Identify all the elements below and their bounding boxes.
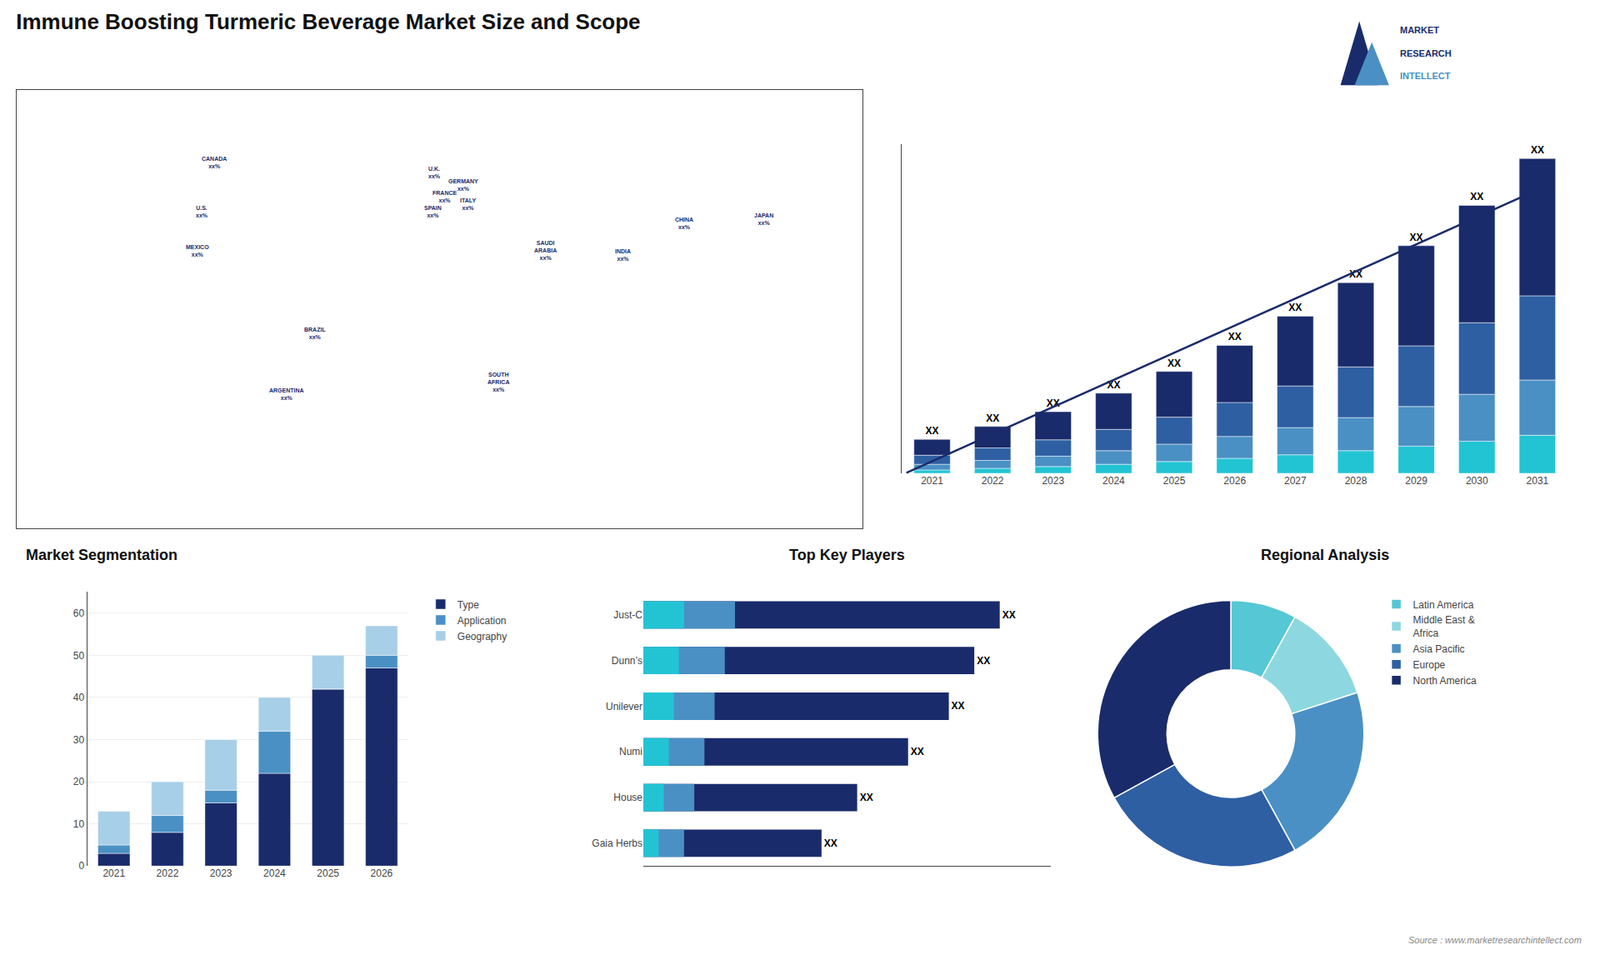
svg-text:2024: 2024: [263, 867, 286, 880]
svg-text:XX: XX: [1470, 190, 1484, 203]
svg-text:JAPANxx%: JAPANxx%: [754, 212, 774, 226]
svg-text:Asia Pacific: Asia Pacific: [1413, 643, 1465, 655]
svg-text:Unilever: Unilever: [605, 700, 643, 713]
svg-text:Market Segmentation: Market Segmentation: [25, 546, 178, 564]
svg-text:XX: XX: [910, 745, 925, 758]
svg-text:U.K.xx%: U.K.xx%: [428, 165, 441, 180]
svg-text:XX: XX: [925, 425, 940, 437]
svg-text:RESEARCH: RESEARCH: [1400, 48, 1452, 59]
svg-text:2022: 2022: [981, 475, 1005, 487]
svg-text:2028: 2028: [1345, 475, 1368, 487]
svg-text:CANADAxx%: CANADAxx%: [201, 155, 227, 170]
svg-text:2022: 2022: [156, 867, 180, 880]
svg-text:XX: XX: [951, 700, 965, 712]
svg-text:XX: XX: [1046, 397, 1060, 410]
svg-text:2023: 2023: [210, 867, 233, 880]
svg-text:Numi: Numi: [619, 745, 643, 758]
svg-text:2026: 2026: [370, 867, 394, 880]
svg-text:Geography: Geography: [457, 630, 507, 643]
svg-text:INDIAxx%: INDIAxx%: [615, 248, 631, 262]
svg-text:XX: XX: [976, 655, 990, 667]
svg-text:U.S.xx%: U.S.xx%: [195, 205, 209, 219]
svg-text:XX: XX: [860, 791, 874, 804]
svg-text:2025: 2025: [316, 867, 340, 880]
svg-text:Regional Analysis: Regional Analysis: [1260, 546, 1390, 564]
svg-text:XX: XX: [1410, 231, 1424, 244]
svg-text:BRAZILxx%: BRAZILxx%: [304, 326, 326, 340]
svg-text:GERMANYxx%: GERMANYxx%: [448, 178, 479, 192]
svg-text:2023: 2023: [1041, 475, 1065, 487]
svg-text:ARGENTINAxx%: ARGENTINAxx%: [269, 387, 305, 401]
svg-text:2030: 2030: [1465, 475, 1489, 487]
svg-text:30: 30: [73, 734, 85, 746]
svg-text:XX: XX: [1228, 330, 1242, 343]
svg-text:2029: 2029: [1405, 475, 1428, 487]
svg-text:Dunn’s: Dunn’s: [611, 655, 643, 667]
svg-text:XX: XX: [1002, 609, 1016, 621]
svg-text:House: House: [613, 791, 643, 804]
svg-text:60: 60: [73, 607, 85, 620]
svg-text:2021: 2021: [102, 867, 125, 880]
svg-text:2026: 2026: [1223, 475, 1246, 487]
svg-text:MEXICOxx%: MEXICOxx%: [185, 244, 210, 258]
svg-text:INTELLECT: INTELLECT: [1400, 70, 1451, 81]
svg-text:50: 50: [73, 650, 85, 662]
svg-text:20: 20: [73, 775, 85, 788]
svg-text:XX: XX: [1530, 144, 1545, 156]
svg-text:Latin America: Latin America: [1413, 599, 1475, 611]
svg-text:XX: XX: [1106, 379, 1120, 391]
svg-text:North America: North America: [1413, 675, 1477, 687]
svg-text:2025: 2025: [1163, 475, 1186, 487]
svg-text:XX: XX: [824, 837, 838, 850]
svg-text:2031: 2031: [1526, 475, 1550, 487]
svg-text:Gaia Herbs: Gaia Herbs: [591, 837, 643, 850]
svg-text:Middle East &Africa: Middle East &Africa: [1413, 614, 1475, 640]
svg-text:2024: 2024: [1102, 475, 1125, 487]
svg-text:FRANCExx%: FRANCExx%: [432, 190, 457, 204]
svg-text:Type: Type: [457, 599, 480, 611]
svg-text:Europe: Europe: [1413, 659, 1446, 671]
svg-text:Immune Boosting Turmeric Bever: Immune Boosting Turmeric Beverage Market…: [15, 9, 640, 35]
svg-text:CHINAxx%: CHINAxx%: [675, 216, 694, 230]
svg-text:ITALYxx%: ITALYxx%: [460, 197, 476, 211]
svg-text:SAUDIARABIAxx%: SAUDIARABIAxx%: [534, 240, 557, 261]
svg-text:Application: Application: [457, 615, 507, 627]
svg-text:2021: 2021: [920, 475, 944, 487]
svg-text:Just-C: Just-C: [613, 609, 643, 621]
svg-text:XX: XX: [985, 412, 1000, 425]
svg-text:MARKET: MARKET: [1400, 25, 1440, 35]
svg-text:SOUTHAFRICAxx%: SOUTHAFRICAxx%: [487, 371, 510, 393]
svg-text:0: 0: [79, 860, 85, 872]
svg-text:XX: XX: [1288, 301, 1302, 314]
svg-text:Source : www.marketresearchint: Source : www.marketresearchintellect.com: [1408, 935, 1582, 945]
svg-text:40: 40: [73, 691, 85, 704]
svg-text:XX: XX: [1167, 357, 1181, 370]
svg-text:2027: 2027: [1284, 475, 1307, 487]
svg-text:XX: XX: [1349, 268, 1363, 280]
svg-text:10: 10: [73, 818, 85, 830]
svg-text:SPAINxx%: SPAINxx%: [424, 205, 442, 219]
svg-text:Top Key Players: Top Key Players: [789, 546, 905, 564]
